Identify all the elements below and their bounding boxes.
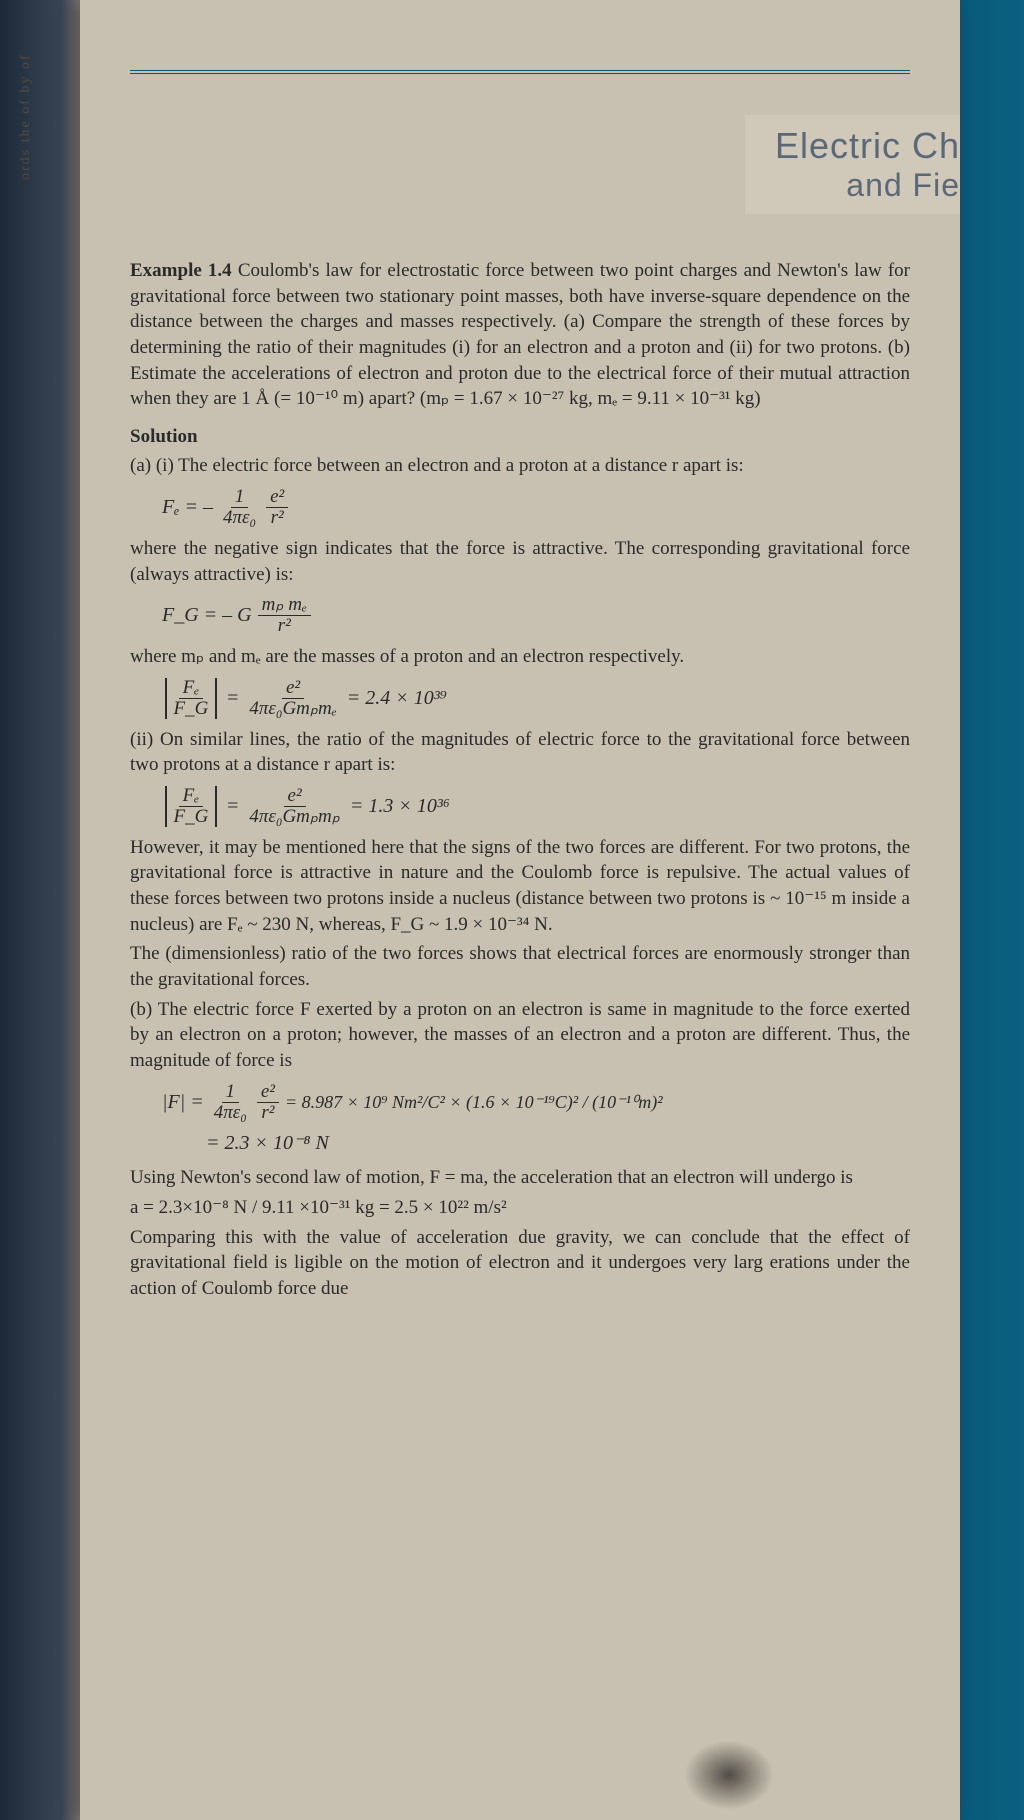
dimless-para: The (dimensionless) ratio of the two for…	[130, 941, 910, 992]
a-i-tail: where mₚ and mₑ are the masses of a prot…	[130, 644, 910, 670]
content: Example 1.4 Coulomb's law for electrosta…	[130, 258, 910, 1302]
formula-ratio1: FₑF_G = e²4πε₀Gmₚmₑ = 2.4 × 10³⁹	[134, 678, 910, 719]
b-intro: (b) The electric force F exerted by a pr…	[130, 997, 910, 1074]
chapter-line1: Electric Ch	[775, 125, 960, 167]
compare-para: Comparing this with the value of acceler…	[130, 1225, 910, 1302]
top-rule	[130, 70, 910, 78]
accel-line: a = 2.3×10⁻⁸ N / 9.11 ×10⁻³¹ kg = 2.5 × …	[130, 1195, 910, 1221]
finger-shadow	[684, 1740, 774, 1810]
solution-heading: Solution	[130, 424, 910, 450]
a-i-intro: (a) (i) The electric force between an el…	[130, 453, 910, 479]
example-label: Example 1.4	[130, 260, 232, 281]
spine-labels: ords the of by of	[18, 53, 34, 180]
newton-para: Using Newton's second law of motion, F =…	[130, 1165, 910, 1191]
formula-Fe: Fₑ = – 14πε₀ e²r²	[134, 487, 910, 528]
however-para: However, it may be mentioned here that t…	[130, 835, 910, 938]
chapter-title: Electric Ch and Fie	[745, 115, 960, 214]
formula-Fmag-2: = 2.3 × 10⁻⁸ N	[134, 1130, 910, 1157]
example-text: Coulomb's law for electrostatic force be…	[130, 260, 910, 409]
formula-Fg: F_G = – G mₚ mₑr²	[134, 595, 910, 636]
a-ii-intro: (ii) On similar lines, the ratio of the …	[130, 727, 910, 778]
example-problem: Example 1.4 Coulomb's law for electrosta…	[130, 258, 910, 412]
chapter-line2: and Fie	[775, 167, 960, 204]
formula-ratio2: FₑF_G = e²4πε₀Gmₚmₚ = 1.3 × 10³⁶	[134, 786, 910, 827]
page: Electric Ch and Fie Example 1.4 Coulomb'…	[80, 0, 960, 1820]
formula-Fmag: |F| = 14πε₀ e²r² = 8.987 × 10⁹ Nm²/C² × …	[134, 1082, 910, 1123]
a-i-mid: where the negative sign indicates that t…	[130, 536, 910, 587]
